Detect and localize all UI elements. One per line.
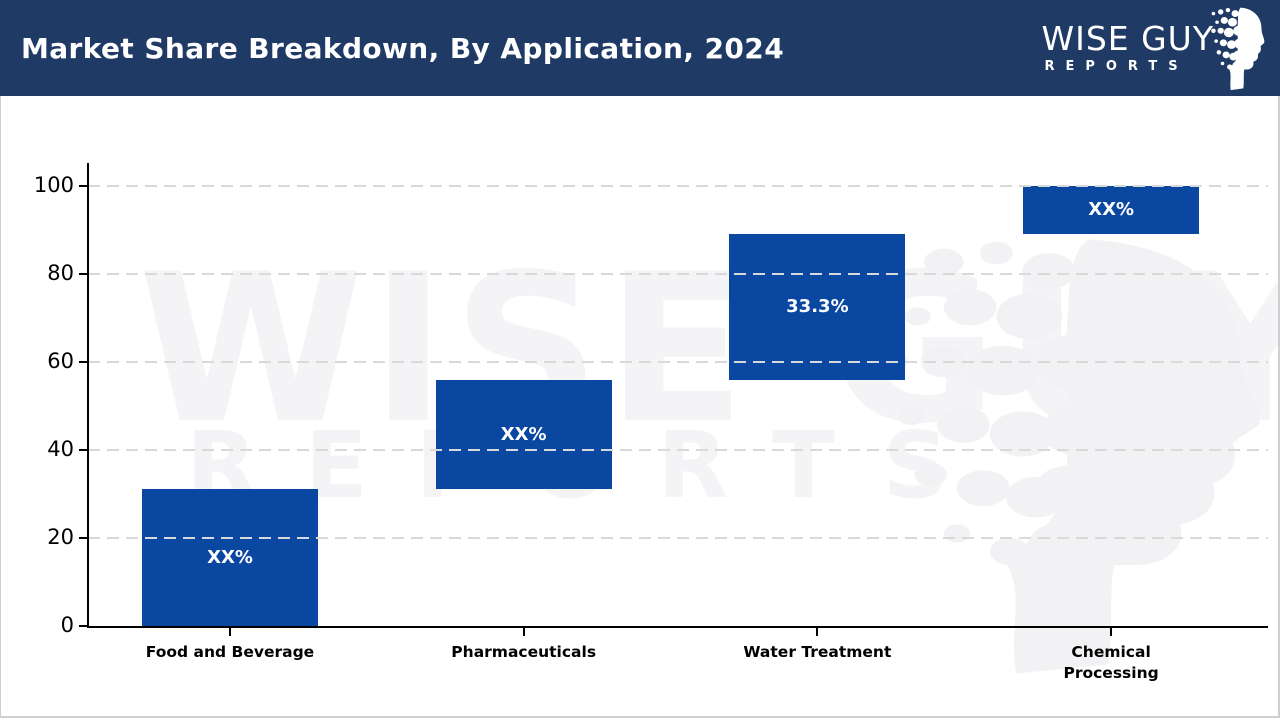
- y-tick-mark-100: [79, 185, 87, 187]
- x-category-label-line: Chemical: [1071, 643, 1151, 661]
- brand-text: WISE GUY REPORTS: [1041, 22, 1214, 74]
- x-category-label-1: Food and Beverage: [100, 642, 360, 663]
- bar-segment-1: XX%: [142, 488, 318, 626]
- page-title: Market Share Breakdown, By Application, …: [21, 31, 785, 65]
- brand-name: WISE GUY: [1041, 19, 1214, 58]
- bar-value-label: XX%: [500, 423, 547, 445]
- y-tick-label-80: 80: [47, 261, 74, 285]
- dotted-head-profile-icon: [1211, 7, 1265, 91]
- bar-value-label: XX%: [207, 546, 253, 568]
- y-tick-label-0: 0: [60, 613, 74, 637]
- card-bottom-border: [0, 716, 1280, 718]
- y-tick-label-100: 100: [33, 173, 74, 197]
- bar-segment-2: XX%: [435, 380, 612, 489]
- bar-segment-4: XX%: [1023, 186, 1200, 234]
- gridline-y100: [88, 185, 1268, 187]
- x-category-label-4: Chemical Processing: [981, 642, 1241, 684]
- gridline-y60: [88, 361, 1268, 363]
- brand-subname: REPORTS: [1044, 59, 1189, 74]
- x-axis: [87, 626, 1268, 628]
- bar-value-label: 33.3%: [786, 296, 849, 318]
- x-category-label-line: Water Treatment: [743, 643, 892, 661]
- waterfall-chart: XX% XX% 33.3% XX% 0 20 40 60 80 100 Food and Bever…: [0, 96, 1280, 720]
- gridline-y40: [88, 449, 1268, 451]
- x-category-label-line: Pharmaceuticals: [451, 643, 597, 661]
- x-tick-mark-3: [816, 628, 819, 636]
- brand-logo: WISE GUY REPORTS: [1041, 5, 1280, 91]
- y-tick-mark-0: [79, 625, 87, 627]
- card-right-border: [1278, 96, 1280, 718]
- x-tick-mark-1: [229, 628, 231, 636]
- app-header: Market Share Breakdown, By Application, …: [0, 0, 1280, 96]
- x-category-label-3: Water Treatment: [687, 642, 947, 663]
- x-category-label-2: Pharmaceuticals: [394, 642, 654, 663]
- x-tick-mark-4: [1110, 628, 1113, 636]
- dotted-head-profile-watermark-icon: [874, 239, 1260, 674]
- bar-segment-3: 33.3%: [729, 233, 906, 381]
- bar-value-label: XX%: [1088, 199, 1134, 221]
- x-category-label-line: Processing: [1063, 663, 1159, 682]
- y-tick-mark-80: [79, 273, 87, 275]
- x-tick-mark-2: [522, 628, 525, 636]
- y-axis: [87, 163, 89, 628]
- y-tick-mark-60: [79, 361, 87, 363]
- y-tick-label-20: 20: [47, 525, 74, 549]
- gridline-y80: [88, 273, 1268, 275]
- y-tick-label-60: 60: [47, 349, 74, 373]
- gridline-y20: [88, 537, 1268, 539]
- card-left-border: [0, 96, 1, 718]
- x-category-label-line: Food and Beverage: [145, 643, 315, 661]
- y-tick-mark-20: [79, 537, 87, 539]
- y-tick-label-40: 40: [47, 437, 74, 461]
- y-tick-mark-40: [79, 449, 87, 451]
